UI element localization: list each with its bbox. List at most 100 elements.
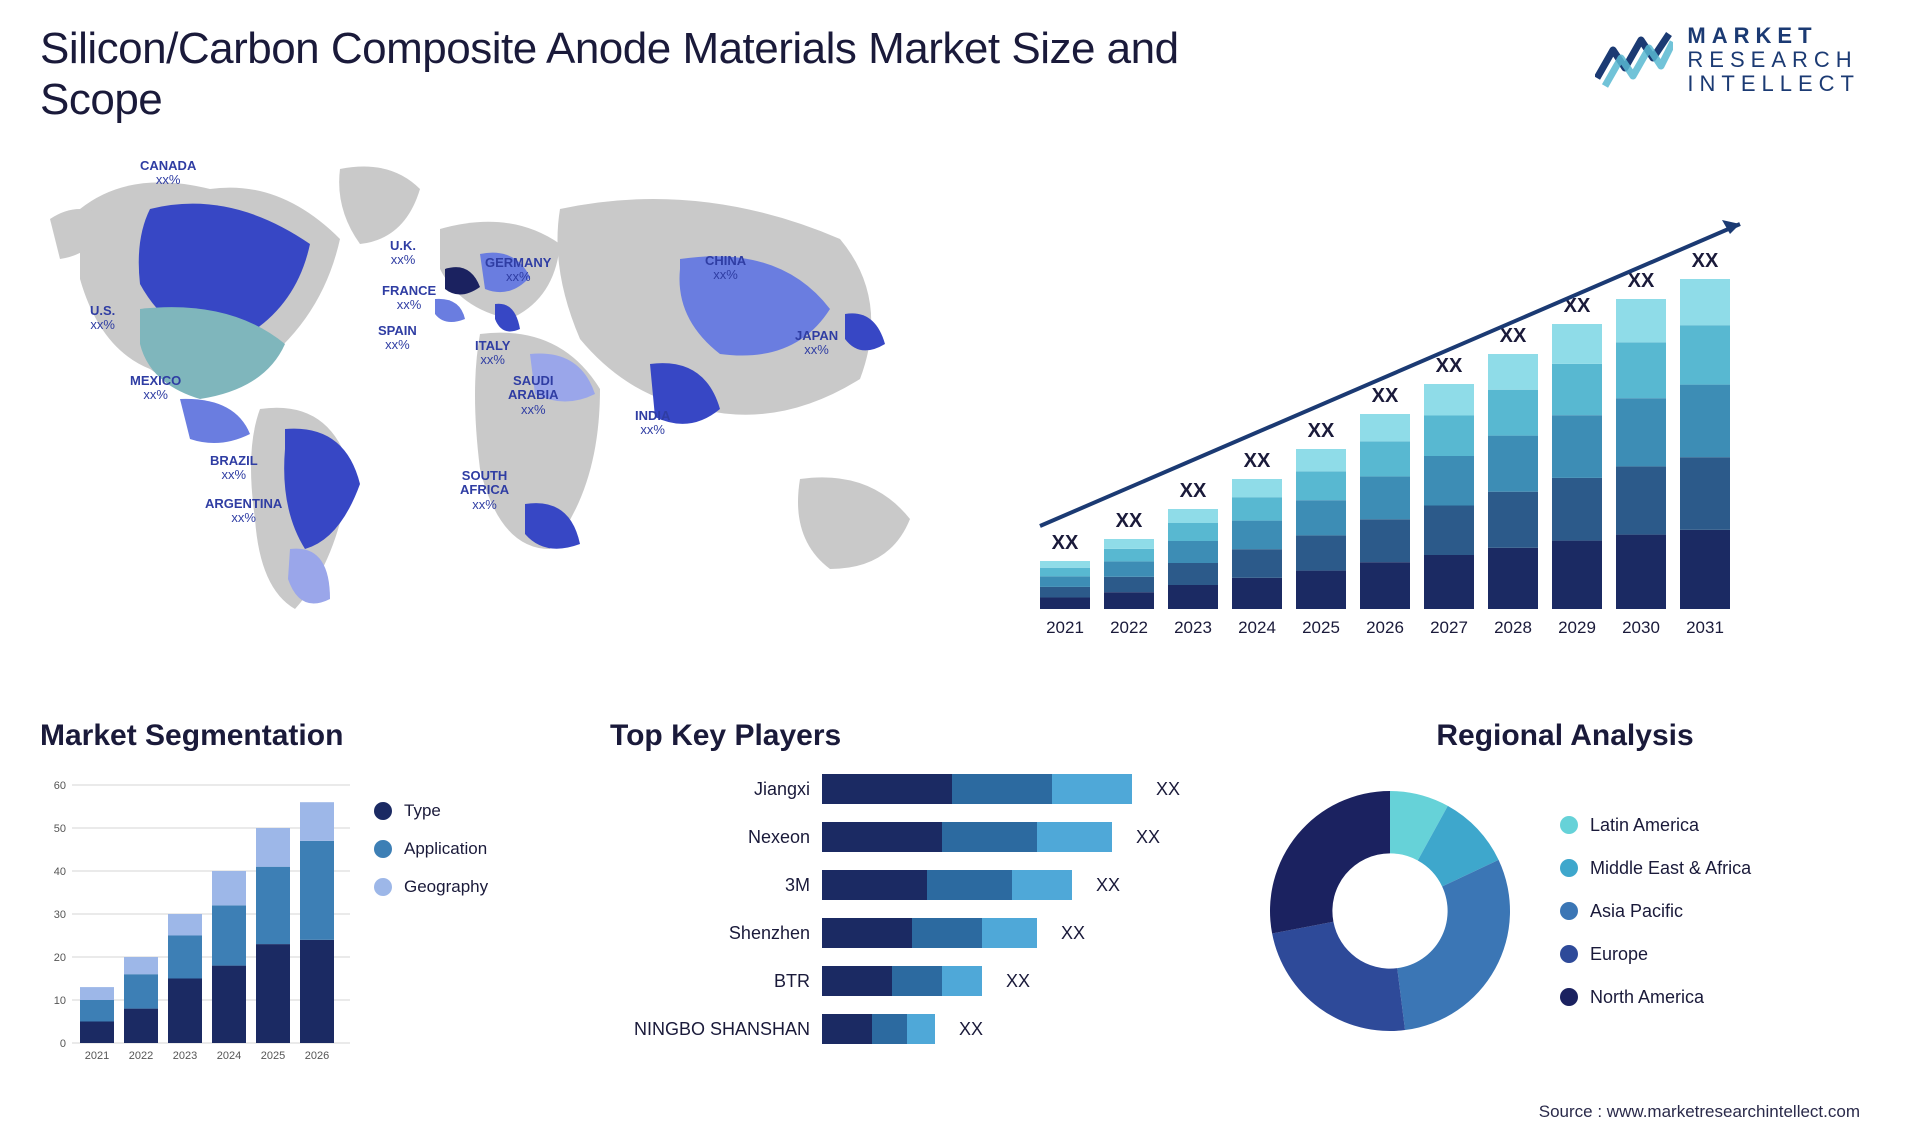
svg-text:2025: 2025 (1302, 618, 1340, 637)
player-row: 3M XX (610, 867, 1180, 903)
player-row: NINGBO SHANSHAN XX (610, 1011, 1180, 1047)
svg-text:60: 60 (54, 780, 66, 792)
svg-text:XX: XX (1244, 450, 1271, 472)
svg-text:XX: XX (1116, 510, 1143, 532)
map-label: INDIAxx% (635, 409, 670, 438)
svg-text:2024: 2024 (217, 1050, 241, 1062)
svg-text:XX: XX (1308, 420, 1335, 442)
map-label: MEXICOxx% (130, 374, 181, 403)
svg-text:2024: 2024 (1238, 618, 1276, 637)
player-bar (822, 870, 1072, 900)
svg-text:2031: 2031 (1686, 618, 1724, 637)
players-list: JiangxiXXNexeonXX3MXXShenzhenXXBTRXXNING… (610, 771, 1200, 1047)
players-title: Top Key Players (610, 719, 1200, 753)
map-label: JAPANxx% (795, 329, 838, 358)
map-label: ARGENTINAxx% (205, 497, 282, 526)
map-label: GERMANYxx% (485, 256, 551, 285)
svg-text:2030: 2030 (1622, 618, 1660, 637)
segmentation-panel: Market Segmentation 0 10 20 30 40 50 60 2021 202… (40, 719, 560, 1119)
svg-text:10: 10 (54, 995, 66, 1007)
svg-text:20: 20 (54, 952, 66, 964)
svg-text:XX: XX (1692, 250, 1719, 272)
svg-text:40: 40 (54, 866, 66, 878)
svg-text:2022: 2022 (129, 1050, 153, 1062)
svg-text:2021: 2021 (1046, 618, 1084, 637)
svg-text:XX: XX (1436, 355, 1463, 377)
legend-item: Middle East & Africa (1560, 858, 1751, 879)
world-map-panel: CANADAxx% U.S.xx% MEXICOxx% BRAZILxx% ARGENT… (40, 149, 960, 669)
brand-logo: MARKET RESEARCH INTELLECT (1595, 24, 1880, 97)
player-bar (822, 918, 1037, 948)
segmentation-legend: Type Application Geography (374, 771, 488, 1071)
legend-item: Latin America (1560, 815, 1751, 836)
map-label: CHINAxx% (705, 254, 746, 283)
svg-text:XX: XX (1180, 480, 1207, 502)
player-name: NINGBO SHANSHAN (610, 1019, 810, 1040)
svg-text:0: 0 (60, 1038, 66, 1050)
player-name: Jiangxi (610, 779, 810, 800)
map-label: U.S.xx% (90, 304, 115, 333)
map-label: SAUDIARABIAxx% (508, 374, 559, 417)
player-value: XX (1006, 971, 1030, 992)
regional-title: Regional Analysis (1250, 719, 1880, 753)
svg-text:2023: 2023 (1174, 618, 1212, 637)
legend-item: Application (374, 839, 488, 859)
logo-line1: MARKET (1687, 24, 1860, 48)
player-name: 3M (610, 875, 810, 896)
source-text: Source : www.marketresearchintellect.com (1539, 1102, 1860, 1122)
player-bar (822, 774, 1132, 804)
svg-text:2025: 2025 (261, 1050, 285, 1062)
map-label: BRAZILxx% (210, 454, 258, 483)
player-value: XX (959, 1019, 983, 1040)
player-row: BTR XX (610, 963, 1180, 999)
map-label: SPAINxx% (378, 324, 417, 353)
map-label: FRANCExx% (382, 284, 436, 313)
player-name: BTR (610, 971, 810, 992)
legend-item: Geography (374, 877, 488, 897)
player-bar (822, 822, 1112, 852)
player-value: XX (1156, 779, 1180, 800)
svg-text:2023: 2023 (173, 1050, 197, 1062)
regional-donut (1250, 771, 1530, 1051)
svg-text:XX: XX (1628, 270, 1655, 292)
svg-text:2021: 2021 (85, 1050, 109, 1062)
page-title: Silicon/Carbon Composite Anode Materials… (40, 24, 1300, 125)
growth-chart-panel: 2021 XX 2022 XX 2023 XX 2024 XX 2025 XX 2026 XX 2027… (1000, 149, 1880, 669)
legend-item: Asia Pacific (1560, 901, 1751, 922)
svg-text:2026: 2026 (305, 1050, 329, 1062)
svg-text:2026: 2026 (1366, 618, 1404, 637)
player-name: Shenzhen (610, 923, 810, 944)
svg-text:2028: 2028 (1494, 618, 1532, 637)
brand-logo-icon (1595, 28, 1673, 92)
regional-legend: Latin America Middle East & Africa Asia Pa… (1560, 815, 1751, 1008)
regional-panel: Regional Analysis Latin America Middle Ea… (1250, 719, 1880, 1119)
player-bar (822, 1014, 935, 1044)
svg-text:XX: XX (1500, 325, 1527, 347)
svg-text:2029: 2029 (1558, 618, 1596, 637)
svg-text:XX: XX (1052, 532, 1079, 554)
segmentation-title: Market Segmentation (40, 719, 560, 753)
player-row: Shenzhen XX (610, 915, 1180, 951)
svg-text:50: 50 (54, 823, 66, 835)
player-name: Nexeon (610, 827, 810, 848)
legend-item: Type (374, 801, 488, 821)
logo-line2: RESEARCH (1687, 48, 1860, 72)
map-label: SOUTHAFRICAxx% (460, 469, 509, 512)
player-bar (822, 966, 982, 996)
growth-chart: 2021 XX 2022 XX 2023 XX 2024 XX 2025 XX 2026 XX 2027… (1000, 149, 1880, 649)
player-row: Jiangxi XX (610, 771, 1180, 807)
player-value: XX (1096, 875, 1120, 896)
legend-item: North America (1560, 987, 1751, 1008)
svg-text:2022: 2022 (1110, 618, 1148, 637)
player-row: Nexeon XX (610, 819, 1180, 855)
logo-line3: INTELLECT (1687, 72, 1860, 96)
svg-text:XX: XX (1372, 385, 1399, 407)
player-value: XX (1061, 923, 1085, 944)
player-value: XX (1136, 827, 1160, 848)
svg-text:2027: 2027 (1430, 618, 1468, 637)
svg-text:30: 30 (54, 909, 66, 921)
map-label: CANADAxx% (140, 159, 196, 188)
map-label: U.K.xx% (390, 239, 416, 268)
map-label: ITALYxx% (475, 339, 510, 368)
segmentation-chart: 0 10 20 30 40 50 60 2021 2022 2023 2024 2025 2026 (40, 771, 350, 1071)
